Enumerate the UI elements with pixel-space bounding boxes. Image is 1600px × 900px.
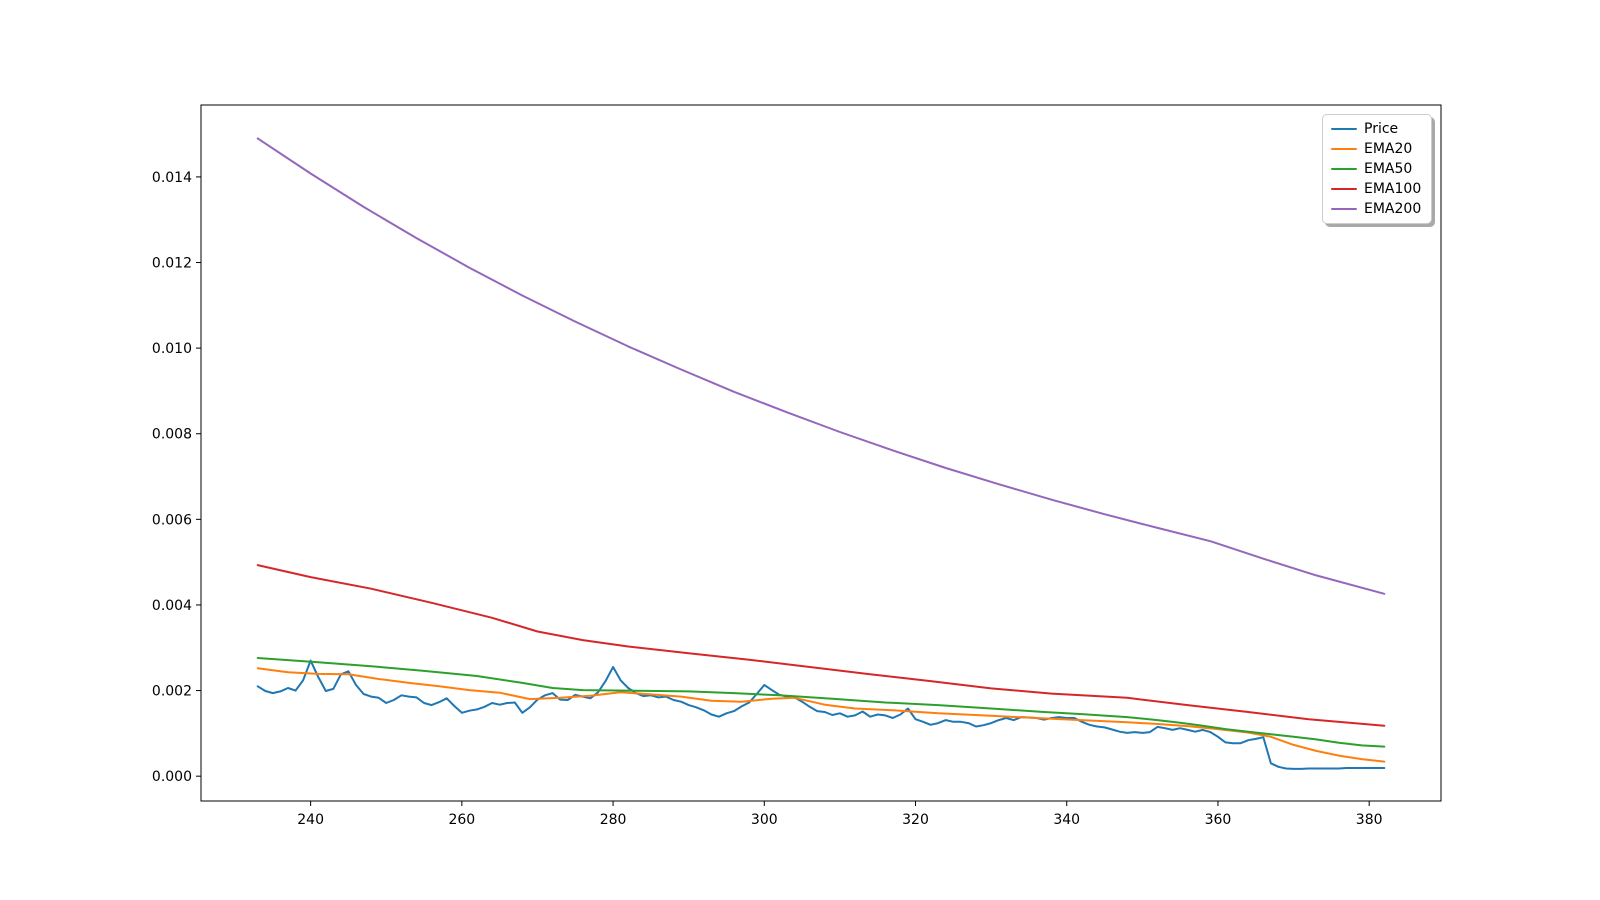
price-line <box>256 659 1386 770</box>
y-tick-label: 0.012 <box>152 256 192 272</box>
x-tick-label: 360 <box>1205 812 1232 828</box>
y-tick-label: 0.008 <box>152 427 192 443</box>
axes-frame <box>200 104 1442 802</box>
x-tick-label: 380 <box>1356 812 1383 828</box>
ema20-line <box>256 667 1386 763</box>
x-tick-label: 320 <box>902 812 929 828</box>
y-tick-label: 0.002 <box>152 684 192 700</box>
legend-item-ema100: EMA100 <box>1331 179 1423 199</box>
legend: Price EMA20 EMA50 EMA100 EMA200 <box>1322 114 1432 224</box>
ema50-line <box>256 657 1386 748</box>
y-tick-label: 0.004 <box>152 598 192 614</box>
x-tick-label: 340 <box>1053 812 1080 828</box>
legend-label: EMA20 <box>1364 141 1413 157</box>
legend-line-swatch <box>1331 208 1357 210</box>
legend-label: Price <box>1364 121 1399 137</box>
legend-label: EMA100 <box>1364 181 1422 197</box>
legend-line-swatch <box>1331 148 1357 150</box>
legend-label: EMA200 <box>1364 201 1422 217</box>
y-tick-label: 0.010 <box>152 341 192 357</box>
x-tick-label: 300 <box>751 812 778 828</box>
legend-item-ema20: EMA20 <box>1331 139 1423 159</box>
y-tick-label: 0.014 <box>152 170 192 186</box>
ema100-line <box>256 564 1386 727</box>
legend-item-ema50: EMA50 <box>1331 159 1423 179</box>
ema200-line <box>256 137 1386 595</box>
x-tick-label: 280 <box>600 812 627 828</box>
y-tick-label: 0.000 <box>152 769 192 785</box>
legend-line-swatch <box>1331 188 1357 190</box>
legend-item-ema200: EMA200 <box>1331 199 1423 219</box>
legend-line-swatch <box>1331 168 1357 170</box>
legend-label: EMA50 <box>1364 161 1413 177</box>
legend-item-price: Price <box>1331 119 1423 139</box>
y-tick-label: 0.006 <box>152 512 192 528</box>
x-tick-label: 240 <box>297 812 324 828</box>
x-tick-label: 260 <box>448 812 475 828</box>
legend-line-swatch <box>1331 128 1357 130</box>
